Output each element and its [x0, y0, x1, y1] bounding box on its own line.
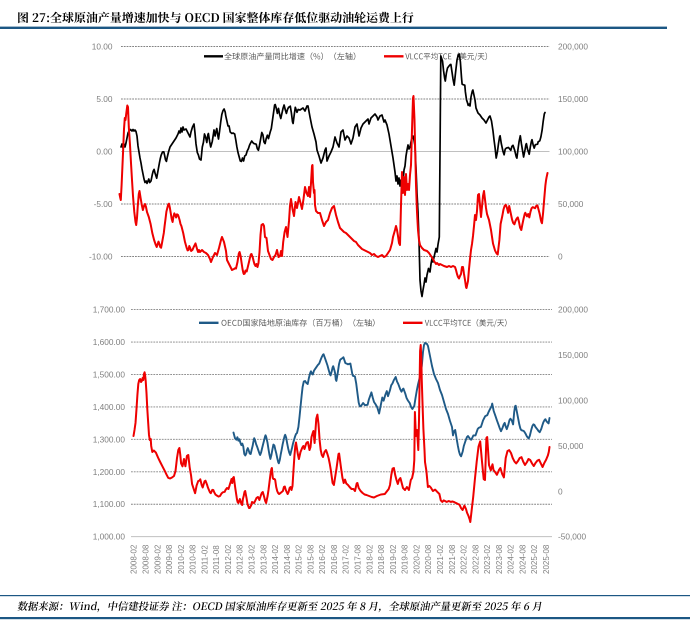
svg-text:2022-02: 2022-02 [459, 544, 468, 574]
svg-text:100,000: 100,000 [558, 395, 588, 405]
svg-text:50,000: 50,000 [558, 441, 584, 451]
svg-text:0: 0 [558, 486, 563, 496]
svg-text:50,000: 50,000 [558, 199, 584, 209]
svg-text:2024-02: 2024-02 [507, 544, 516, 574]
svg-text:1,600.00: 1,600.00 [93, 337, 126, 347]
svg-text:200,000: 200,000 [558, 305, 588, 315]
svg-text:2018-08: 2018-08 [377, 544, 386, 574]
svg-text:2008-08: 2008-08 [141, 544, 150, 574]
svg-text:1,300.00: 1,300.00 [93, 434, 126, 444]
svg-text:-50,000: -50,000 [558, 532, 587, 542]
svg-text:2024-08: 2024-08 [518, 544, 527, 574]
svg-text:2016-02: 2016-02 [318, 544, 327, 574]
svg-text:2009-08: 2009-08 [165, 544, 174, 574]
svg-text:2022-08: 2022-08 [471, 544, 480, 574]
svg-text:2012-02: 2012-02 [224, 544, 233, 574]
svg-text:-5.00: -5.00 [94, 199, 113, 209]
svg-text:2023-08: 2023-08 [495, 544, 504, 574]
svg-text:2014-08: 2014-08 [283, 544, 292, 574]
svg-text:0: 0 [558, 252, 563, 262]
svg-text:2021-08: 2021-08 [448, 544, 457, 574]
svg-text:150,000: 150,000 [558, 94, 588, 104]
svg-text:2025-08: 2025-08 [542, 544, 551, 574]
svg-text:1,000.00: 1,000.00 [93, 532, 126, 542]
svg-text:2015-08: 2015-08 [306, 544, 315, 574]
svg-text:2023-02: 2023-02 [483, 544, 492, 574]
svg-text:5.00: 5.00 [96, 94, 113, 104]
svg-text:2019-08: 2019-08 [401, 544, 410, 574]
svg-text:2021-02: 2021-02 [436, 544, 445, 574]
svg-text:2014-02: 2014-02 [271, 544, 280, 574]
svg-text:2015-02: 2015-02 [295, 544, 304, 574]
svg-text:2013-02: 2013-02 [247, 544, 256, 574]
svg-text:0.00: 0.00 [96, 147, 113, 157]
svg-text:2017-02: 2017-02 [342, 544, 351, 574]
svg-text:2018-02: 2018-02 [365, 544, 374, 574]
svg-text:2025-02: 2025-02 [530, 544, 539, 574]
svg-text:1,400.00: 1,400.00 [93, 402, 126, 412]
svg-text:2011-02: 2011-02 [200, 545, 209, 574]
svg-text:2010-08: 2010-08 [189, 544, 198, 574]
svg-text:2016-08: 2016-08 [330, 544, 339, 574]
svg-text:2019-02: 2019-02 [389, 544, 398, 574]
svg-text:1,200.00: 1,200.00 [93, 467, 126, 477]
svg-text:2009-02: 2009-02 [153, 544, 162, 574]
svg-text:2020-02: 2020-02 [412, 544, 421, 574]
svg-text:150,000: 150,000 [558, 350, 588, 360]
svg-text:2011-08: 2011-08 [212, 545, 221, 574]
svg-text:1,700.00: 1,700.00 [93, 305, 126, 315]
svg-text:1,500.00: 1,500.00 [93, 369, 126, 379]
svg-text:2010-02: 2010-02 [177, 544, 186, 574]
svg-text:2008-02: 2008-02 [130, 544, 139, 574]
svg-text:2012-08: 2012-08 [236, 544, 245, 574]
svg-text:2017-08: 2017-08 [353, 544, 362, 574]
svg-text:10.00: 10.00 [92, 42, 113, 52]
svg-text:1,100.00: 1,100.00 [93, 499, 126, 509]
svg-text:100,000: 100,000 [558, 147, 588, 157]
svg-text:-10.00: -10.00 [89, 252, 113, 262]
svg-text:2020-08: 2020-08 [424, 544, 433, 574]
svg-text:2013-08: 2013-08 [259, 544, 268, 574]
svg-text:200,000: 200,000 [558, 42, 588, 52]
